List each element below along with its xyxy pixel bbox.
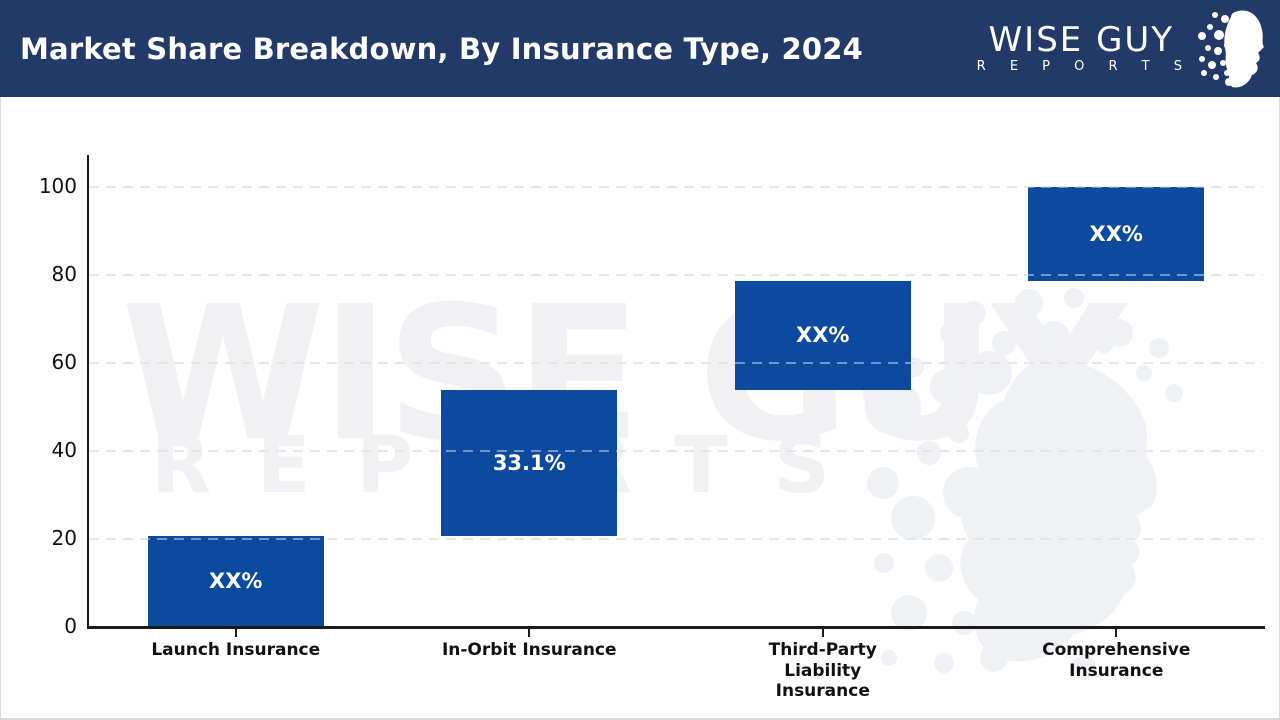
logo-wordmark: WISE GUY: [988, 19, 1175, 60]
x-axis-tick: [234, 629, 237, 637]
y-axis-tick-label: 60: [51, 350, 77, 374]
header-bar: Market Share Breakdown, By Insurance Typ…: [0, 0, 1280, 97]
gridline-overlay: [89, 274, 1263, 276]
logo-text: WISE GUY R E P O R T S: [971, 19, 1192, 75]
y-axis-tick-label: 20: [51, 526, 77, 550]
bar-launch-insurance: XX%: [147, 535, 324, 627]
watermark-head-dots: [865, 288, 1183, 680]
logo-face-icon: [1198, 9, 1264, 87]
x-category-label: In-Orbit Insurance: [419, 640, 639, 661]
x-category-label-line: In-Orbit Insurance: [441, 640, 617, 660]
bar-value-label: XX%: [209, 569, 263, 594]
gridline: [89, 274, 1263, 276]
x-category-label-line: Insurance: [1069, 660, 1164, 681]
page-title: Market Share Breakdown, By Insurance Typ…: [20, 31, 864, 66]
gridline-overlay: [89, 186, 1263, 188]
x-category-label: Launch Insurance: [126, 640, 346, 661]
bar-value-label: XX%: [796, 323, 850, 348]
x-axis-line: [87, 626, 1265, 629]
x-category-label: Third-Party Liability Insurance: [713, 640, 933, 702]
gridline-overlay: [89, 450, 1263, 452]
gridline-overlay: [89, 538, 1263, 540]
bar-value-label: 33.1%: [492, 451, 566, 476]
x-category-label-line: Third-Party: [768, 640, 877, 660]
bar-in-orbit-insurance: 33.1%: [441, 390, 618, 536]
gridline: [89, 538, 1263, 540]
y-axis-line: [87, 155, 89, 629]
x-category-label: Comprehensive Insurance: [1006, 640, 1226, 681]
bar-comprehensive-insurance: XX%: [1028, 187, 1205, 281]
x-axis-tick: [821, 629, 824, 637]
y-axis-tick-label: 80: [51, 262, 77, 286]
gridline-overlay: [89, 362, 1263, 364]
logo-subtitle: R E P O R T S: [976, 59, 1192, 75]
x-category-label-line: Launch Insurance: [151, 640, 321, 660]
bar-value-label: XX%: [1089, 221, 1143, 246]
x-category-label-line: Comprehensive: [1042, 640, 1191, 660]
y-axis-tick-label: 0: [64, 614, 77, 638]
gridline: [89, 362, 1263, 364]
x-axis-tick: [528, 629, 531, 637]
wise-guy-reports-logo: WISE GUY R E P O R T S: [971, 6, 1266, 92]
x-category-label-line: Insurance: [775, 681, 870, 702]
gridline: [89, 186, 1263, 188]
x-category-label-line: Liability: [784, 660, 862, 681]
bar-third-party-liability-insurance: XX%: [734, 280, 911, 391]
x-axis-tick: [1115, 629, 1118, 637]
y-axis-tick-label: 40: [51, 438, 77, 462]
y-axis-tick-label: 100: [38, 174, 77, 198]
gridline: [89, 450, 1263, 452]
